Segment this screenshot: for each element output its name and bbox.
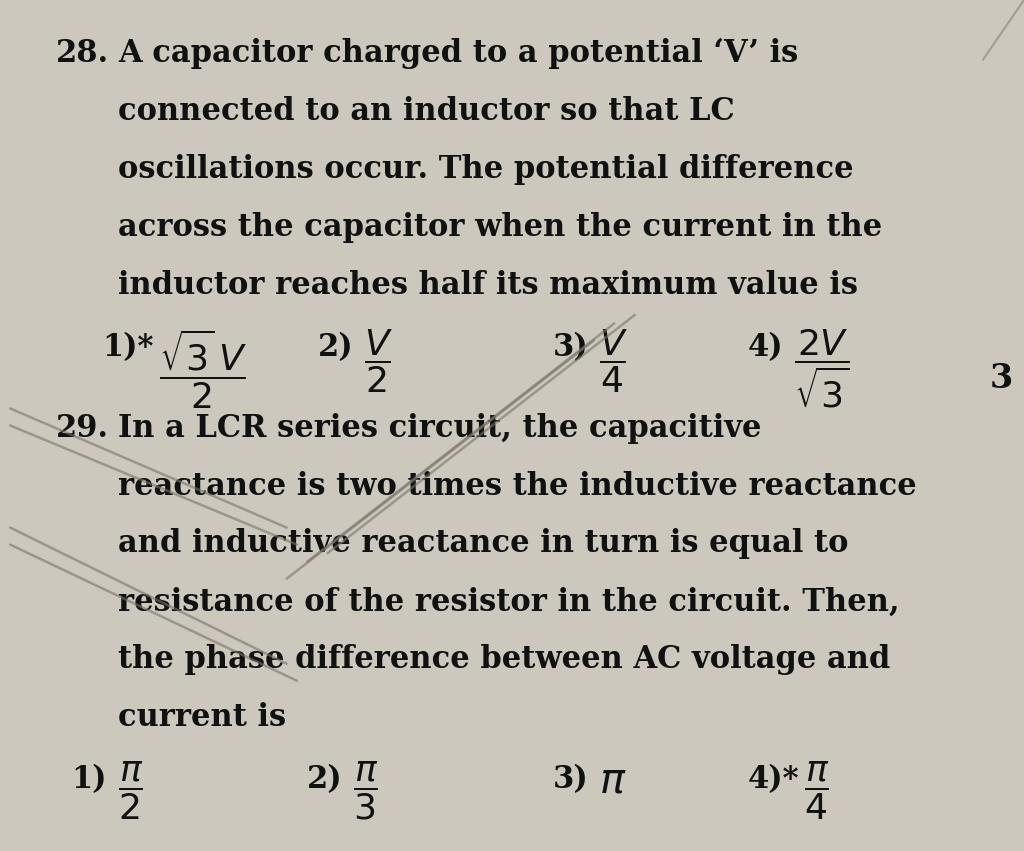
Text: In a LCR series circuit, the capacitive: In a LCR series circuit, the capacitive <box>118 413 761 443</box>
Text: $\dfrac{\pi}{2}$: $\dfrac{\pi}{2}$ <box>118 760 143 822</box>
Text: inductor reaches half its maximum value is: inductor reaches half its maximum value … <box>118 270 858 300</box>
Text: $\dfrac{\sqrt{3}\,V}{2}$: $\dfrac{\sqrt{3}\,V}{2}$ <box>159 328 247 411</box>
Text: 1)*: 1)* <box>102 332 154 363</box>
Text: reactance is two times the inductive reactance: reactance is two times the inductive rea… <box>118 471 916 501</box>
Text: $\dfrac{\pi}{4}$: $\dfrac{\pi}{4}$ <box>804 760 829 822</box>
Text: 4)*: 4)* <box>748 764 799 795</box>
Text: 3): 3) <box>553 764 589 795</box>
Text: the phase difference between AC voltage and: the phase difference between AC voltage … <box>118 644 890 675</box>
Text: $\dfrac{V}{2}$: $\dfrac{V}{2}$ <box>364 328 392 395</box>
Text: 1): 1) <box>72 764 108 795</box>
Text: 4): 4) <box>748 332 783 363</box>
Text: 3: 3 <box>990 363 1013 395</box>
Text: current is: current is <box>118 702 286 733</box>
Text: 2): 2) <box>307 764 343 795</box>
Text: and inductive reactance in turn is equal to: and inductive reactance in turn is equal… <box>118 528 848 559</box>
Text: $\dfrac{2V}{\sqrt{3}}$: $\dfrac{2V}{\sqrt{3}}$ <box>794 328 850 410</box>
Text: 29.: 29. <box>56 413 110 443</box>
Text: $\pi$: $\pi$ <box>599 760 627 802</box>
Text: $\dfrac{V}{4}$: $\dfrac{V}{4}$ <box>599 328 628 395</box>
Text: resistance of the resistor in the circuit. Then,: resistance of the resistor in the circui… <box>118 586 899 617</box>
Text: $\dfrac{\pi}{3}$: $\dfrac{\pi}{3}$ <box>353 760 379 822</box>
Text: A capacitor charged to a potential ‘V’ is: A capacitor charged to a potential ‘V’ i… <box>118 38 798 70</box>
Text: 3): 3) <box>553 332 589 363</box>
Text: across the capacitor when the current in the: across the capacitor when the current in… <box>118 212 882 243</box>
Text: 28.: 28. <box>56 38 110 69</box>
Text: connected to an inductor so that LC: connected to an inductor so that LC <box>118 96 734 127</box>
Text: oscillations occur. The potential difference: oscillations occur. The potential differ… <box>118 154 853 185</box>
Text: 2): 2) <box>317 332 353 363</box>
